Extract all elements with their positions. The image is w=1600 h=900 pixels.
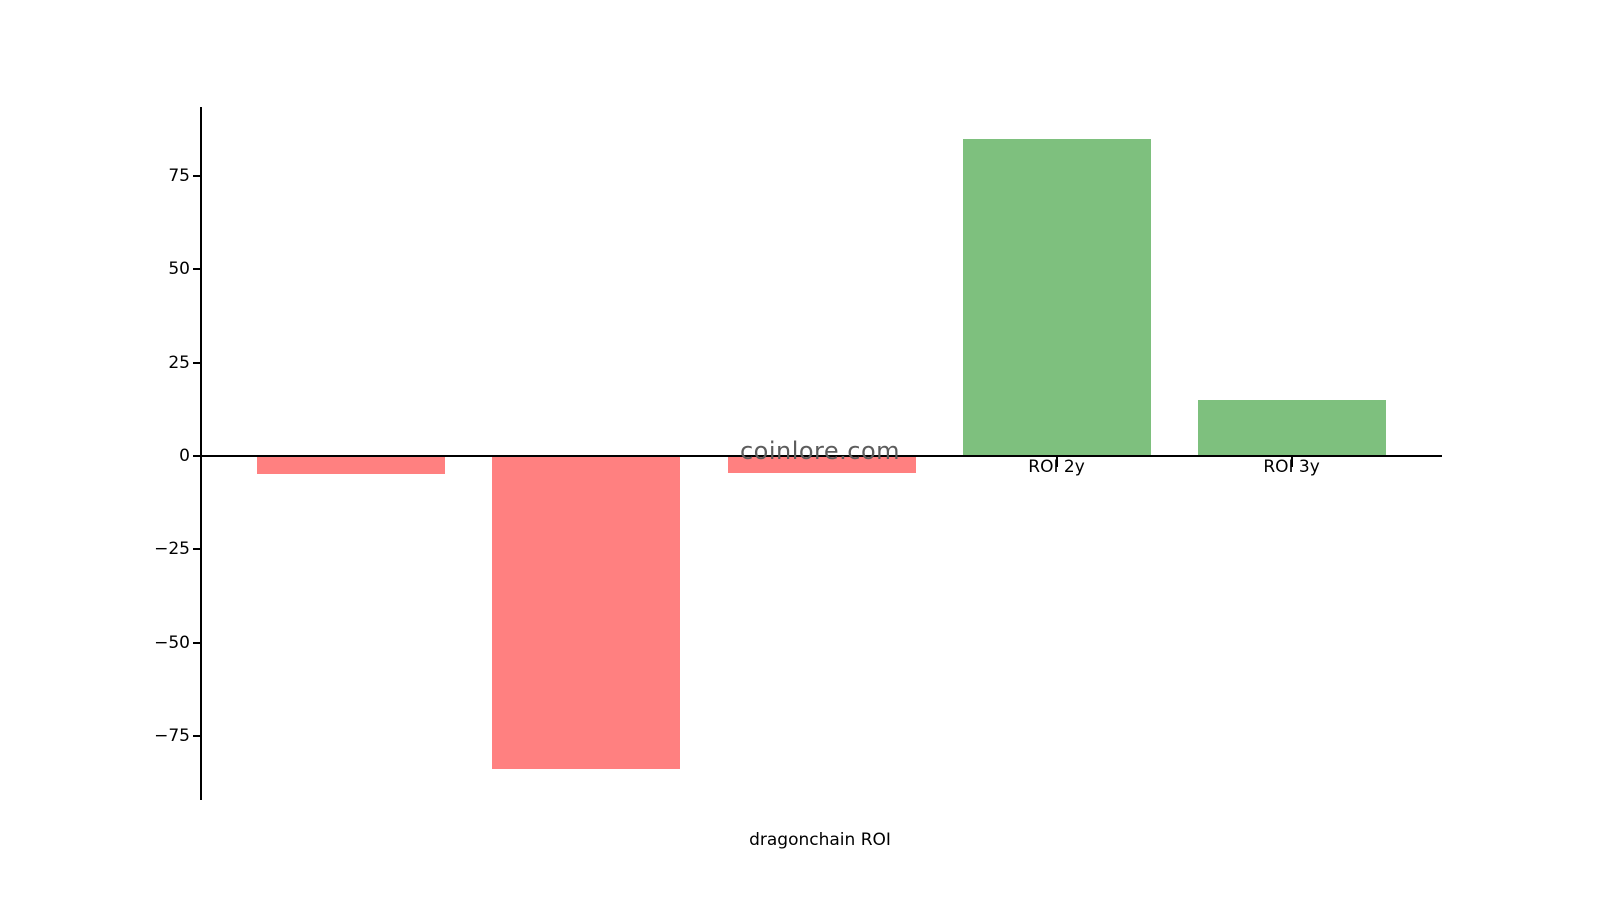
y-tick-label: 75 [168,166,190,187]
x-tick-mark [1290,456,1293,467]
bar [728,456,916,473]
x-tick-mark [1055,456,1058,467]
y-tick-mark [193,641,201,644]
y-axis-spine [200,107,202,800]
bar [1198,400,1386,456]
x-axis-title: dragonchain ROI [749,830,891,850]
y-tick-mark [193,361,201,364]
watermark: coinlore.com [739,437,901,465]
y-tick-label: 50 [168,259,190,280]
bar [492,456,680,769]
x-axis-zero-line [201,455,1442,457]
x-tick-label: ROI 3y [1263,457,1320,477]
y-tick-label: 25 [168,352,190,373]
y-tick-label: −75 [154,725,190,746]
y-tick-mark [193,175,201,178]
y-tick-mark [193,268,201,271]
y-tick-mark [193,548,201,551]
y-tick-label: 0 [179,446,190,466]
y-tick-mark [193,734,201,737]
y-tick-label: −25 [154,539,190,560]
y-tick-mark [193,455,201,457]
x-tick-label: ROI 2y [1028,457,1085,477]
bar [257,456,445,474]
y-tick-label: −50 [154,632,190,653]
bar [963,139,1151,456]
